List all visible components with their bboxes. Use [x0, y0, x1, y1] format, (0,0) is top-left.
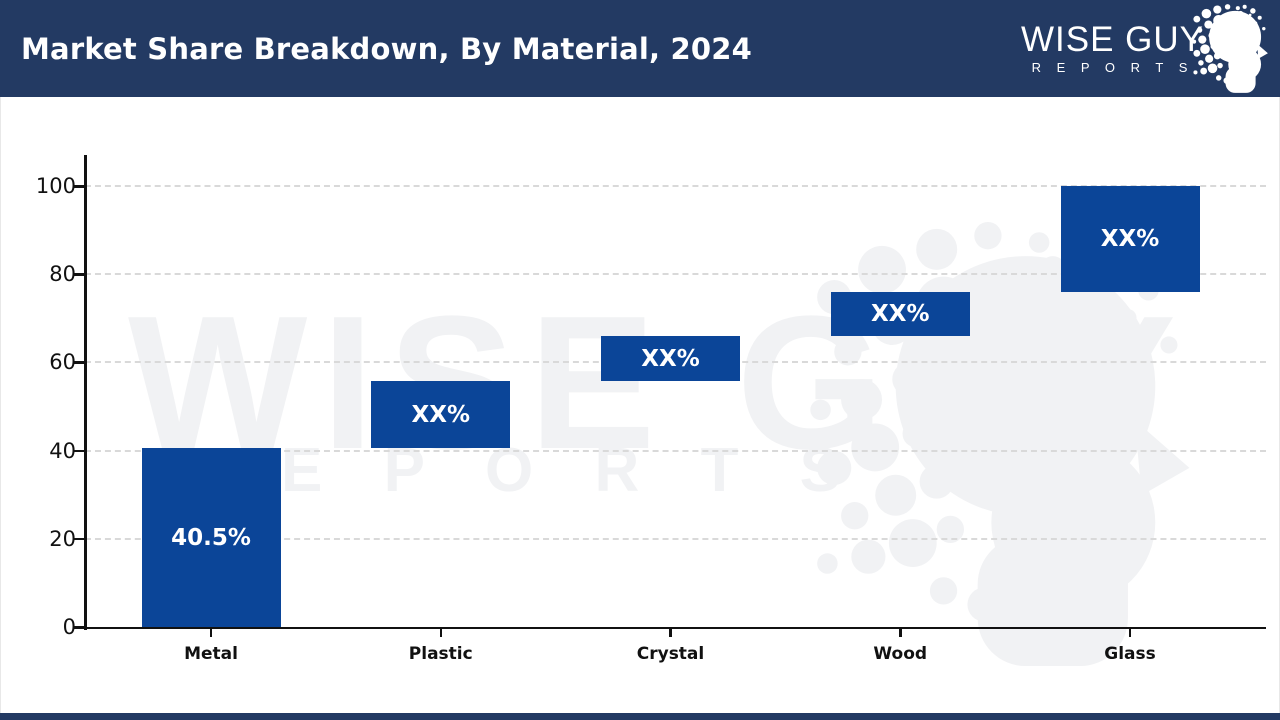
y-axis-line [84, 155, 87, 630]
y-tick-label: 60 [49, 350, 76, 375]
y-gridline [85, 449, 1266, 452]
x-tick-mark [1128, 629, 1132, 637]
y-tick-mark [74, 537, 85, 541]
y-tick-mark [74, 185, 85, 188]
x-category-label: Glass [1104, 644, 1156, 664]
y-gridline [85, 273, 1266, 276]
logo-dotted-head-icon [1192, 4, 1268, 93]
y-tick-label: 100 [35, 174, 76, 198]
header: Market Share Breakdown, By Material, 202… [0, 0, 1280, 97]
y-tick-mark [74, 626, 85, 629]
y-tick-label: 40 [49, 438, 76, 463]
logo-wordmark-line1: WISE GUY [1020, 19, 1204, 59]
x-tick-mark [669, 629, 672, 637]
bar-value-label: XX% [411, 401, 470, 428]
y-tick-label: 80 [49, 262, 76, 287]
x-category-label: Wood [873, 644, 928, 664]
y-gridline [85, 537, 1266, 540]
bar-value-label: XX% [870, 301, 930, 328]
bar-metal [141, 448, 281, 627]
x-axis-line [85, 626, 1266, 629]
bar-crystal [601, 336, 740, 381]
x-tick-mark [899, 629, 902, 637]
x-category-label: Plastic [408, 644, 473, 664]
y-tick-label: 20 [49, 526, 76, 551]
bar-wood [830, 291, 970, 337]
x-tick-mark [439, 629, 442, 637]
bar-value-label: 40.5% [171, 524, 251, 551]
y-tick-mark [74, 273, 85, 276]
logo: WISE GUY R E P O R T S [1021, 4, 1272, 93]
logo-wordmark-line2: R E P O R T S [1031, 60, 1194, 76]
bar-plastic [371, 380, 511, 449]
bar-value-label: XX% [1100, 225, 1160, 252]
footer-bar [0, 713, 1280, 720]
y-tick-mark [74, 361, 85, 364]
x-category-label: Metal [184, 644, 238, 664]
chart-plot-area: 0 20 40 60 80 100 40.5% Metal XX% Plastic XX% Cryst… [0, 97, 1280, 713]
bar-value-label: XX% [641, 345, 700, 372]
page-title: Market Share Breakdown, By Material, 202… [21, 31, 753, 66]
bar-glass [1060, 186, 1200, 292]
x-category-label: Crystal [636, 644, 705, 664]
x-tick-mark [209, 629, 213, 637]
y-tick-mark [74, 449, 85, 453]
y-gridline [85, 185, 1266, 187]
logo-wordmark: WISE GUY R E P O R T S [1020, 19, 1204, 76]
y-tick-label: 0 [62, 615, 76, 639]
